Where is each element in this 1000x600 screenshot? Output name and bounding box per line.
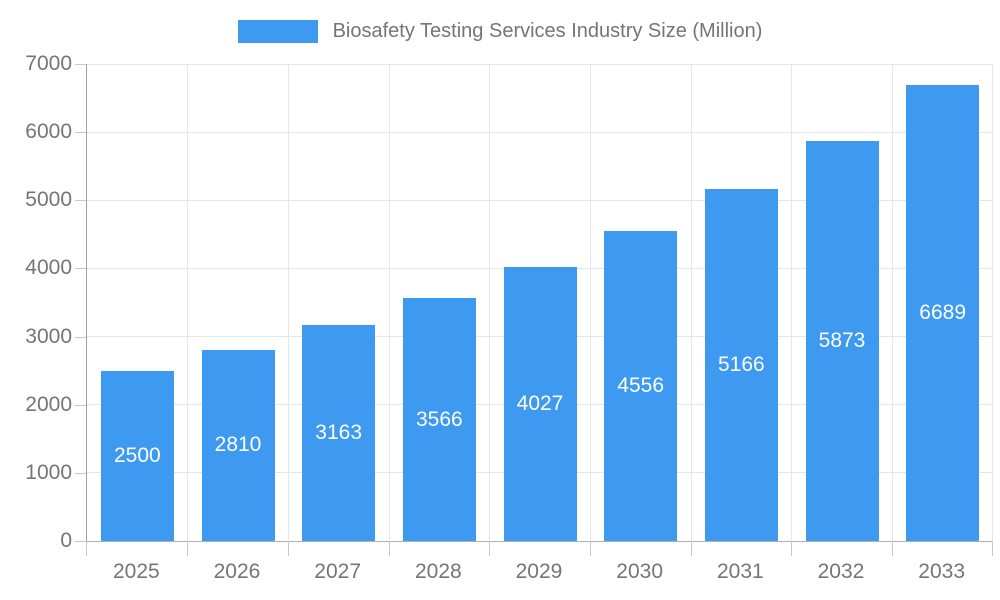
y-axis-label: 6000 [25, 120, 72, 144]
x-gridline [791, 64, 793, 541]
bar-value-label: 2500 [113, 443, 161, 467]
x-gridline [388, 64, 390, 541]
x-axis-tick [891, 541, 893, 556]
legend[interactable]: Biosafety Testing Services Industry Size… [0, 18, 1000, 44]
x-axis-tick [187, 541, 189, 556]
y-axis-tick [75, 541, 86, 542]
bar-value-label: 6689 [919, 301, 967, 325]
bar-value-label: 4556 [617, 373, 665, 397]
bar-value-label: 3163 [315, 421, 363, 445]
bar-2032[interactable]: 5873 [805, 140, 879, 541]
x-axis-label: 2030 [616, 560, 664, 583]
x-axis-label: 2029 [515, 560, 563, 583]
x-gridline [891, 64, 893, 541]
y-axis-tick [75, 472, 86, 474]
x-axis-label: 2031 [716, 560, 764, 583]
y-axis-label: 5000 [25, 188, 72, 212]
bar-value-label: 3566 [415, 407, 463, 431]
bar-value-label: 4027 [516, 391, 564, 415]
x-axis-label: 2033 [918, 560, 966, 583]
bar-2029[interactable]: 4027 [503, 266, 577, 541]
x-axis-tick [690, 541, 692, 556]
y-axis-tick [75, 268, 86, 270]
plot-area: 2500 2810 3163 3566 4027 4556 5166 5873 6689 [75, 64, 993, 556]
y-axis-tick [75, 404, 86, 406]
bar-2030[interactable]: 4556 [604, 230, 678, 541]
bar-2026[interactable]: 2810 [201, 349, 275, 541]
y-axis-tick [75, 132, 86, 134]
y-axis-label: 0 [60, 529, 72, 552]
chart-title: Biosafety Testing Services Industry Size… [332, 19, 763, 42]
bar-value-label: 5873 [818, 328, 866, 352]
x-axis-label: 2025 [112, 560, 160, 583]
x-axis-tick [489, 541, 491, 556]
bar-2025[interactable]: 2500 [100, 370, 174, 541]
y-gridline [87, 131, 993, 133]
bar-value-label: 5166 [717, 352, 765, 376]
x-gridline [489, 64, 491, 541]
y-axis-tick [75, 200, 86, 202]
x-axis-label: 2032 [817, 560, 865, 583]
x-axis-tick [589, 541, 591, 556]
y-axis-label: 2000 [25, 392, 72, 416]
y-axis-label: 7000 [25, 52, 72, 75]
x-gridline [589, 64, 591, 541]
x-axis-tick [992, 541, 993, 556]
x-axis-tick [287, 541, 289, 556]
bar-2027[interactable]: 3163 [302, 325, 376, 541]
x-axis-label: 2027 [314, 560, 362, 583]
y-axis-tick [75, 336, 86, 338]
x-axis-tick [86, 541, 87, 556]
x-gridline [992, 64, 993, 541]
legend-swatch [237, 19, 318, 43]
y-axis-label: 4000 [25, 256, 72, 280]
bar-2031[interactable]: 5166 [704, 188, 778, 541]
x-gridline [690, 64, 692, 541]
y-axis-label: 3000 [25, 324, 72, 348]
bar-2028[interactable]: 3566 [402, 298, 476, 541]
x-axis-label: 2028 [414, 560, 462, 583]
y-axis-tick [75, 64, 86, 65]
x-axis-tick [388, 541, 390, 556]
y-axis-label: 1000 [25, 460, 72, 484]
y-gridline [87, 64, 993, 65]
x-axis-label: 2026 [213, 560, 261, 583]
bar-value-label: 2810 [214, 433, 262, 457]
bar-2033[interactable]: 6689 [906, 85, 980, 541]
x-axis-tick [791, 541, 793, 556]
x-gridline [287, 64, 289, 541]
y-gridline [87, 199, 993, 201]
x-gridline [187, 64, 189, 541]
